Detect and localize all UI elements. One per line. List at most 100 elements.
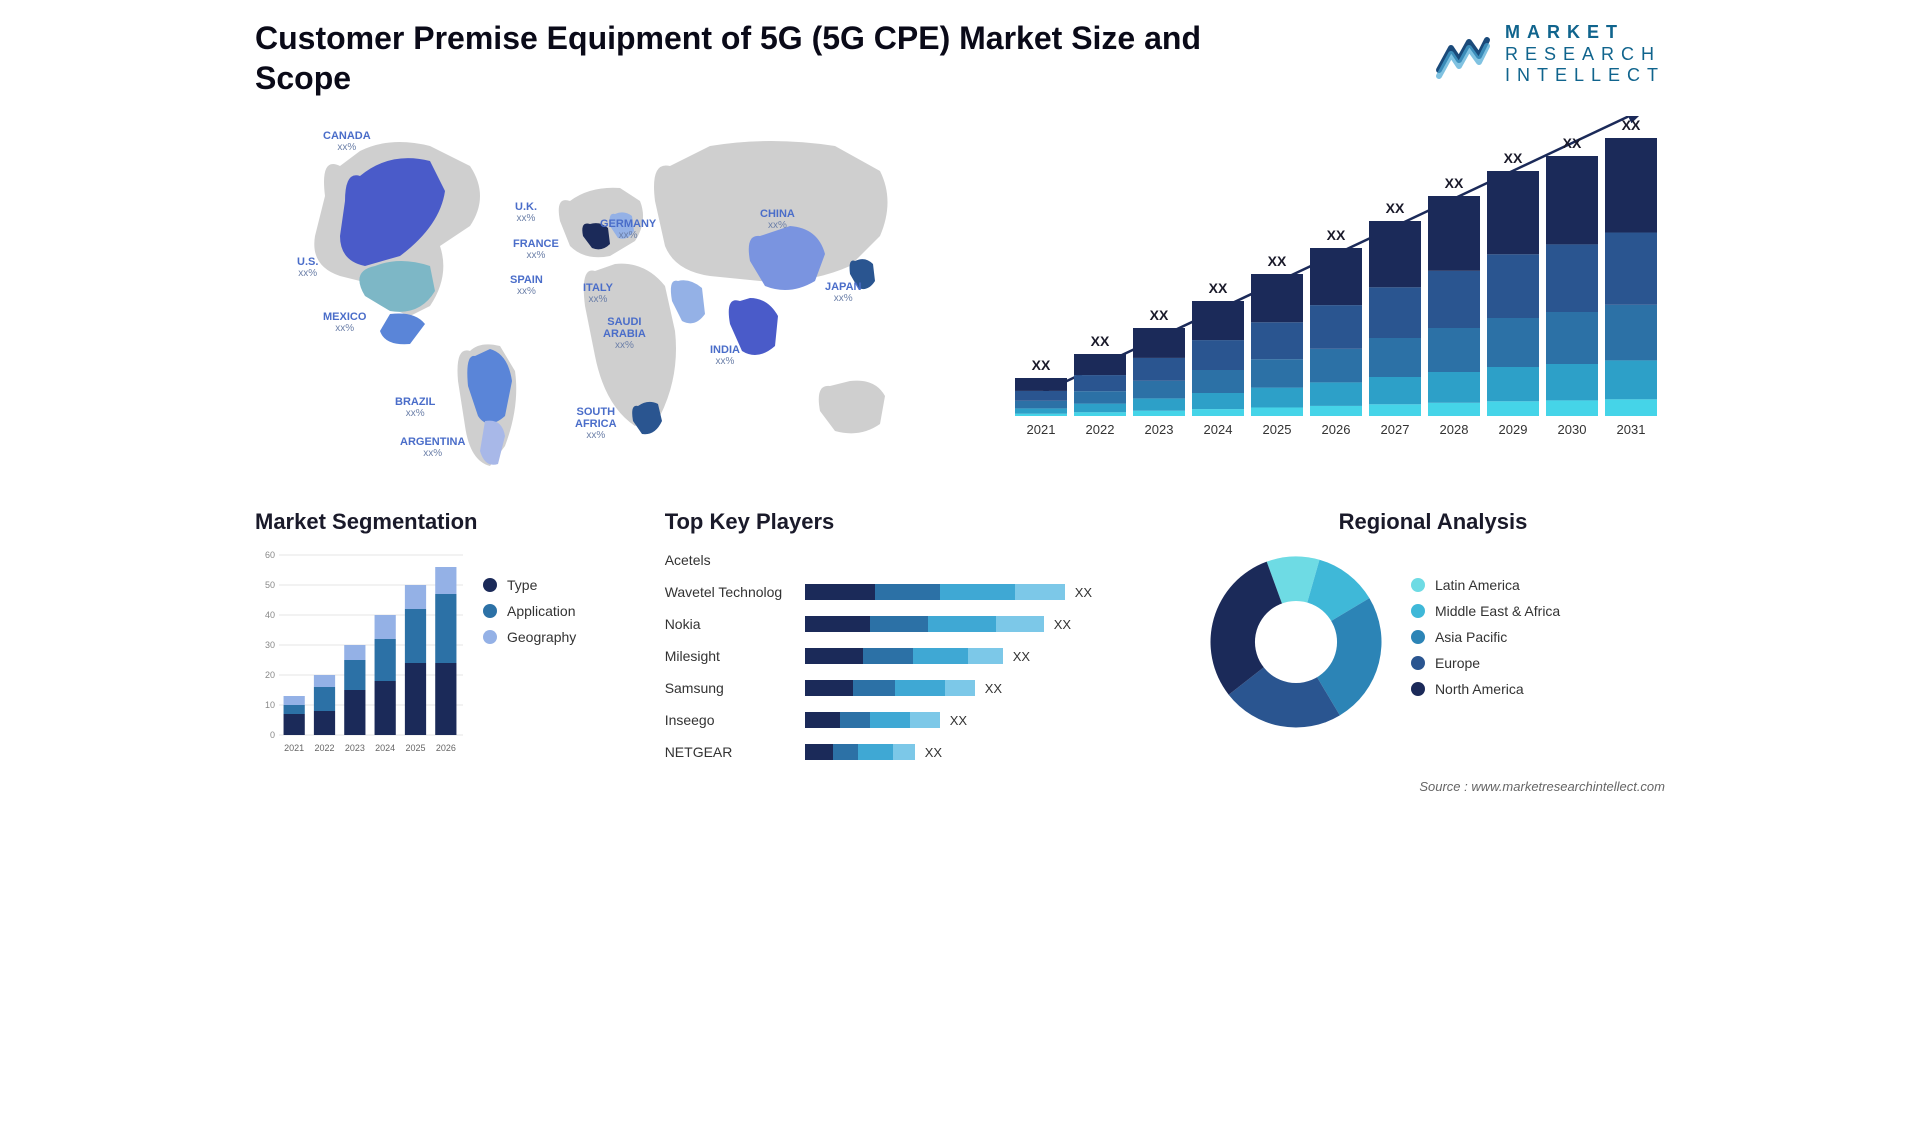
seg-bar-segment <box>375 681 396 735</box>
growth-bar-segment <box>1546 156 1598 244</box>
seg-bar-segment <box>405 585 426 609</box>
player-row: Acetels <box>665 547 1171 573</box>
growth-bar-segment <box>1369 377 1421 404</box>
seg-bar-segment <box>405 609 426 663</box>
growth-bar-segment <box>1605 233 1657 305</box>
growth-bar-segment <box>1369 338 1421 377</box>
growth-bar-segment <box>1369 221 1421 287</box>
player-bar-segment <box>805 712 840 728</box>
growth-bar-segment <box>1487 401 1539 416</box>
player-bar-segment <box>863 648 913 664</box>
seg-bar-segment <box>284 705 305 714</box>
growth-bar-segment <box>1369 287 1421 338</box>
map-label: ITALYxx% <box>583 282 613 305</box>
growth-bar-segment <box>1015 414 1067 416</box>
growth-bar-segment <box>1192 301 1244 340</box>
legend-label: Europe <box>1435 655 1480 671</box>
player-bar-segment <box>940 584 1015 600</box>
map-label: SAUDIARABIAxx% <box>603 316 646 351</box>
player-name: NETGEAR <box>665 744 805 760</box>
growth-year-label: 2026 <box>1322 422 1351 437</box>
growth-bar-segment <box>1310 349 1362 383</box>
growth-bar-segment <box>1133 328 1185 358</box>
seg-bar-segment <box>435 663 456 735</box>
legend-item: Asia Pacific <box>1411 629 1665 645</box>
seg-xtick: 2025 <box>405 743 425 753</box>
source-text: Source : www.marketresearchintellect.com <box>255 779 1665 794</box>
logo-text-2: RESEARCH <box>1505 44 1665 66</box>
map-label: BRAZILxx% <box>395 396 435 419</box>
legend-label: Latin America <box>1435 577 1520 593</box>
growth-value-label: XX <box>1386 200 1405 216</box>
growth-bar-segment <box>1605 305 1657 361</box>
legend-label: Asia Pacific <box>1435 629 1507 645</box>
growth-value-label: XX <box>1622 117 1641 133</box>
seg-xtick: 2024 <box>375 743 395 753</box>
player-value: XX <box>1075 585 1092 600</box>
player-bar-segment <box>875 584 940 600</box>
legend-dot <box>483 604 497 618</box>
seg-ytick: 0 <box>270 730 275 740</box>
growth-bar-segment <box>1192 340 1244 370</box>
player-row: NETGEARXX <box>665 739 1171 765</box>
player-bar-segment <box>910 712 940 728</box>
map-label: SOUTHAFRICAxx% <box>575 406 617 441</box>
seg-ytick: 20 <box>265 670 275 680</box>
player-bar-segment <box>840 712 870 728</box>
growth-bar-segment <box>1310 406 1362 416</box>
player-row: SamsungXX <box>665 675 1171 701</box>
growth-bar-segment <box>1074 412 1126 416</box>
growth-year-label: 2029 <box>1499 422 1528 437</box>
growth-bar-segment <box>1192 409 1244 416</box>
seg-ytick: 10 <box>265 700 275 710</box>
growth-bar-segment <box>1310 248 1362 305</box>
player-value: XX <box>1013 649 1030 664</box>
growth-bar-segment <box>1428 328 1480 372</box>
map-label: GERMANYxx% <box>600 218 656 241</box>
growth-bar-segment <box>1251 322 1303 359</box>
player-value: XX <box>985 681 1002 696</box>
segmentation-title: Market Segmentation <box>255 509 635 535</box>
logo-text-3: INTELLECT <box>1505 65 1665 87</box>
growth-year-label: 2024 <box>1204 422 1233 437</box>
growth-bar-segment <box>1074 375 1126 391</box>
seg-bar-segment <box>344 645 365 660</box>
growth-bar-segment <box>1605 360 1657 399</box>
growth-bar-segment <box>1487 367 1539 401</box>
growth-bar-segment <box>1546 244 1598 312</box>
players-section: Top Key Players AcetelsWavetel Technolog… <box>665 509 1171 771</box>
seg-bar-segment <box>314 711 335 735</box>
growth-bar-segment <box>1428 403 1480 416</box>
seg-xtick: 2023 <box>345 743 365 753</box>
player-bar-segment <box>805 680 853 696</box>
growth-bar-segment <box>1251 388 1303 408</box>
seg-bar-segment <box>344 690 365 735</box>
seg-bar-segment <box>375 615 396 639</box>
segmentation-legend: TypeApplicationGeography <box>483 547 635 757</box>
map-label: MEXICOxx% <box>323 311 366 334</box>
seg-xtick: 2021 <box>284 743 304 753</box>
player-name: Wavetel Technolog <box>665 584 805 600</box>
legend-item: Europe <box>1411 655 1665 671</box>
world-map-block: CANADAxx%U.S.xx%MEXICOxx%BRAZILxx%ARGENT… <box>255 106 965 491</box>
seg-bar-segment <box>435 594 456 663</box>
seg-bar-segment <box>284 714 305 735</box>
player-bar <box>805 616 1044 632</box>
legend-dot <box>1411 630 1425 644</box>
growth-bar-segment <box>1133 398 1185 410</box>
growth-value-label: XX <box>1032 357 1051 373</box>
player-bar <box>805 648 1003 664</box>
map-label: CHINAxx% <box>760 208 795 231</box>
growth-value-label: XX <box>1563 135 1582 151</box>
legend-label: Geography <box>507 629 576 645</box>
seg-ytick: 50 <box>265 580 275 590</box>
legend-label: North America <box>1435 681 1524 697</box>
legend-dot <box>1411 682 1425 696</box>
growth-bar-segment <box>1074 354 1126 375</box>
legend-item: Middle East & Africa <box>1411 603 1665 619</box>
legend-label: Application <box>507 603 576 619</box>
seg-xtick: 2026 <box>436 743 456 753</box>
player-row: InseegoXX <box>665 707 1171 733</box>
player-bar-segment <box>870 712 910 728</box>
player-bar-segment <box>1015 584 1065 600</box>
